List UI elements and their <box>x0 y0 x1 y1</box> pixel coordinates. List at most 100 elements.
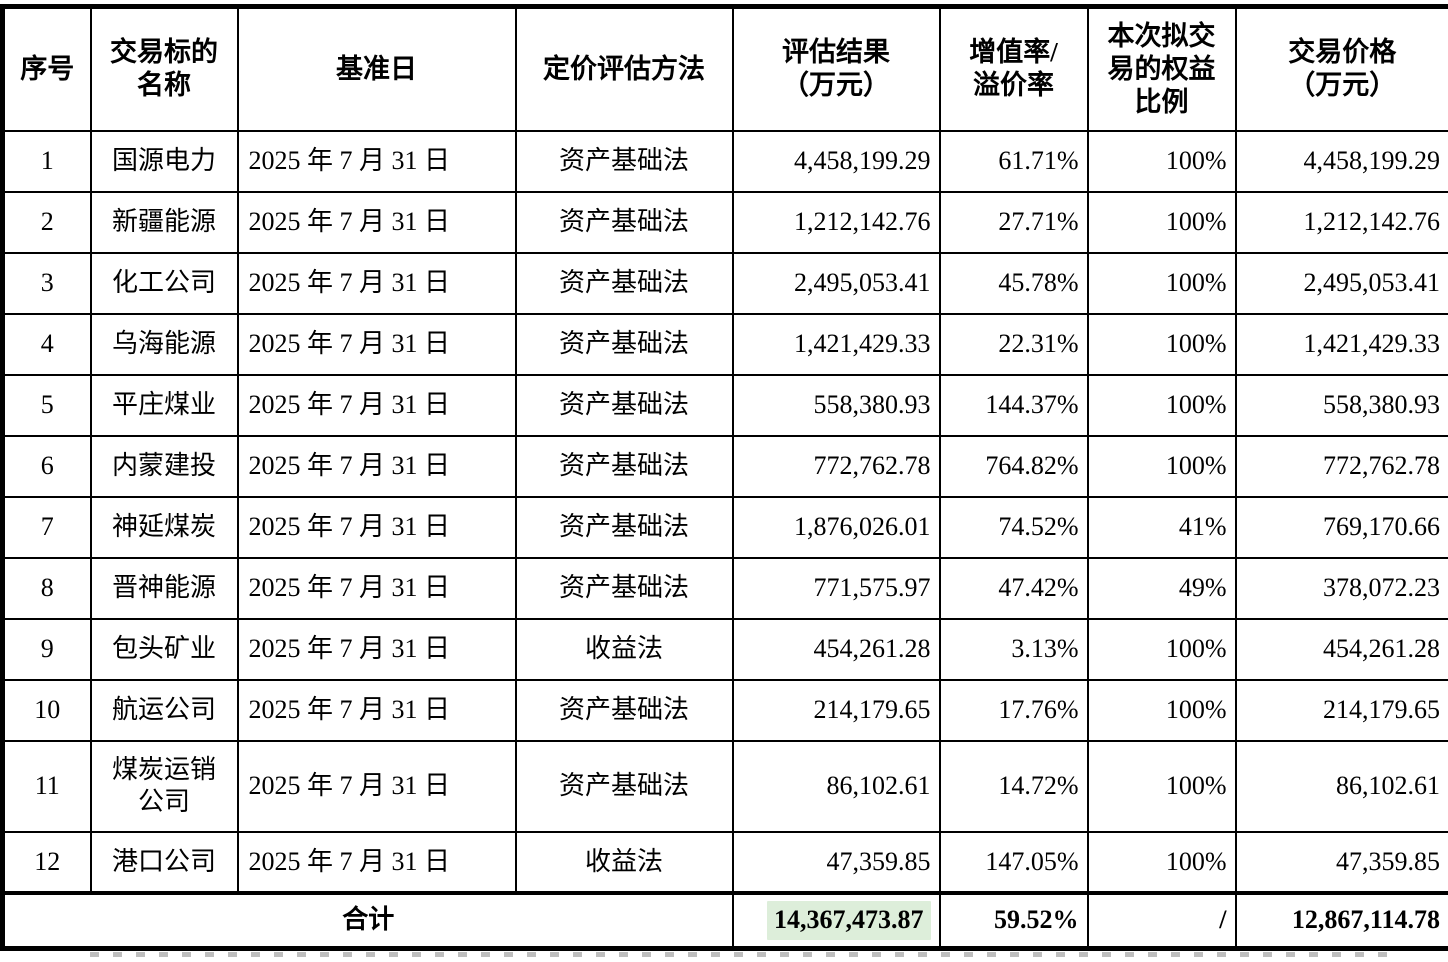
cell-name: 航运公司 <box>89 678 239 742</box>
cell-no: 10 <box>1 678 92 742</box>
cell-result: 1,212,142.76 <box>731 190 941 254</box>
cell-date: 2025 年 7 月 31 日 <box>236 434 517 498</box>
cell-premium: 61.71% <box>938 129 1089 193</box>
cell-name: 乌海能源 <box>89 312 239 376</box>
cell-name: 国源电力 <box>89 129 239 193</box>
cell-method: 资产基础法 <box>514 434 734 498</box>
cell-price: 2,495,053.41 <box>1234 251 1448 315</box>
cell-equity: 100% <box>1086 739 1237 833</box>
cell-price: 86,102.61 <box>1234 739 1448 833</box>
cell-price: 378,072.23 <box>1234 556 1448 620</box>
cell-name: 新疆能源 <box>89 190 239 254</box>
table-row: 1 国源电力 2025 年 7 月 31 日 资产基础法 4,458,199.2… <box>1 129 1448 193</box>
total-equity: / <box>1086 890 1237 950</box>
cell-no: 5 <box>1 373 92 437</box>
cell-premium: 3.13% <box>938 617 1089 681</box>
cell-premium: 17.76% <box>938 678 1089 742</box>
cell-equity: 100% <box>1086 373 1237 437</box>
cell-name: 化工公司 <box>89 251 239 315</box>
cell-price: 4,458,199.29 <box>1234 129 1448 193</box>
table-row: 6 内蒙建投 2025 年 7 月 31 日 资产基础法 772,762.78 … <box>1 434 1448 498</box>
cell-result: 1,876,026.01 <box>731 495 941 559</box>
cell-price: 1,212,142.76 <box>1234 190 1448 254</box>
table-row: 5 平庄煤业 2025 年 7 月 31 日 资产基础法 558,380.93 … <box>1 373 1448 437</box>
cell-date: 2025 年 7 月 31 日 <box>236 129 517 193</box>
cell-price: 47,359.85 <box>1234 830 1448 894</box>
cell-method: 收益法 <box>514 830 734 894</box>
cell-date: 2025 年 7 月 31 日 <box>236 678 517 742</box>
table-row: 2 新疆能源 2025 年 7 月 31 日 资产基础法 1,212,142.7… <box>1 190 1448 254</box>
col-header-method: 定价评估方法 <box>514 5 734 132</box>
cell-name: 内蒙建投 <box>89 434 239 498</box>
cell-result: 47,359.85 <box>731 830 941 894</box>
cell-no: 3 <box>1 251 92 315</box>
cell-result: 772,762.78 <box>731 434 941 498</box>
cell-premium: 45.78% <box>938 251 1089 315</box>
cell-price: 772,762.78 <box>1234 434 1448 498</box>
cell-result: 771,575.97 <box>731 556 941 620</box>
cell-equity: 49% <box>1086 556 1237 620</box>
cell-equity: 100% <box>1086 434 1237 498</box>
cell-name: 包头矿业 <box>89 617 239 681</box>
cell-no: 2 <box>1 190 92 254</box>
cell-no: 11 <box>1 739 92 833</box>
col-header-result: 评估结果 （万元） <box>731 5 941 132</box>
cell-premium: 27.71% <box>938 190 1089 254</box>
cell-equity: 100% <box>1086 830 1237 894</box>
cell-equity: 100% <box>1086 617 1237 681</box>
cell-name: 港口公司 <box>89 830 239 894</box>
cell-premium: 764.82% <box>938 434 1089 498</box>
cell-price: 1,421,429.33 <box>1234 312 1448 376</box>
cell-method: 资产基础法 <box>514 739 734 833</box>
cell-name: 煤炭运销 公司 <box>89 739 239 833</box>
cell-date: 2025 年 7 月 31 日 <box>236 617 517 681</box>
col-header-equity: 本次拟交 易的权益 比例 <box>1086 5 1237 132</box>
cell-date: 2025 年 7 月 31 日 <box>236 312 517 376</box>
cell-price: 769,170.66 <box>1234 495 1448 559</box>
col-header-premium: 增值率/ 溢价率 <box>938 5 1089 132</box>
cell-equity: 100% <box>1086 251 1237 315</box>
cell-equity: 100% <box>1086 312 1237 376</box>
cell-equity: 100% <box>1086 678 1237 742</box>
cell-premium: 14.72% <box>938 739 1089 833</box>
total-price: 12,867,114.78 <box>1234 890 1448 950</box>
col-header-index: 序号 <box>1 5 92 132</box>
table-row: 3 化工公司 2025 年 7 月 31 日 资产基础法 2,495,053.4… <box>1 251 1448 315</box>
cell-date: 2025 年 7 月 31 日 <box>236 251 517 315</box>
cell-equity: 41% <box>1086 495 1237 559</box>
header-row: 序号 交易标的 名称 基准日 定价评估方法 评估结果 （万元） 增值率/ 溢价率… <box>1 5 1448 132</box>
cell-method: 资产基础法 <box>514 190 734 254</box>
cell-no: 6 <box>1 434 92 498</box>
table-row: 10 航运公司 2025 年 7 月 31 日 资产基础法 214,179.65… <box>1 678 1448 742</box>
cell-no: 7 <box>1 495 92 559</box>
cell-result: 2,495,053.41 <box>731 251 941 315</box>
highlighted-total-result: 14,367,473.87 <box>767 900 931 940</box>
cell-date: 2025 年 7 月 31 日 <box>236 556 517 620</box>
cell-equity: 100% <box>1086 129 1237 193</box>
table-row: 12 港口公司 2025 年 7 月 31 日 收益法 47,359.85 14… <box>1 830 1448 894</box>
total-label: 合计 <box>1 890 734 950</box>
cell-premium: 22.31% <box>938 312 1089 376</box>
cell-method: 资产基础法 <box>514 312 734 376</box>
valuation-table: 序号 交易标的 名称 基准日 定价评估方法 评估结果 （万元） 增值率/ 溢价率… <box>0 4 1448 951</box>
cell-no: 4 <box>1 312 92 376</box>
cell-method: 资产基础法 <box>514 373 734 437</box>
cell-date: 2025 年 7 月 31 日 <box>236 373 517 437</box>
col-header-target: 交易标的 名称 <box>89 5 239 132</box>
cell-date: 2025 年 7 月 31 日 <box>236 495 517 559</box>
total-row: 合计 14,367,473.87 59.52% / 12,867,114.78 <box>1 890 1448 950</box>
total-premium: 59.52% <box>938 890 1089 950</box>
cell-no: 8 <box>1 556 92 620</box>
cell-method: 资产基础法 <box>514 495 734 559</box>
cell-date: 2025 年 7 月 31 日 <box>236 739 517 833</box>
cell-result: 1,421,429.33 <box>731 312 941 376</box>
cell-method: 收益法 <box>514 617 734 681</box>
cell-premium: 47.42% <box>938 556 1089 620</box>
table-row: 8 晋神能源 2025 年 7 月 31 日 资产基础法 771,575.97 … <box>1 556 1448 620</box>
table-row: 7 神延煤炭 2025 年 7 月 31 日 资产基础法 1,876,026.0… <box>1 495 1448 559</box>
col-header-date: 基准日 <box>236 5 517 132</box>
cell-method: 资产基础法 <box>514 556 734 620</box>
cell-price: 558,380.93 <box>1234 373 1448 437</box>
cell-price: 454,261.28 <box>1234 617 1448 681</box>
